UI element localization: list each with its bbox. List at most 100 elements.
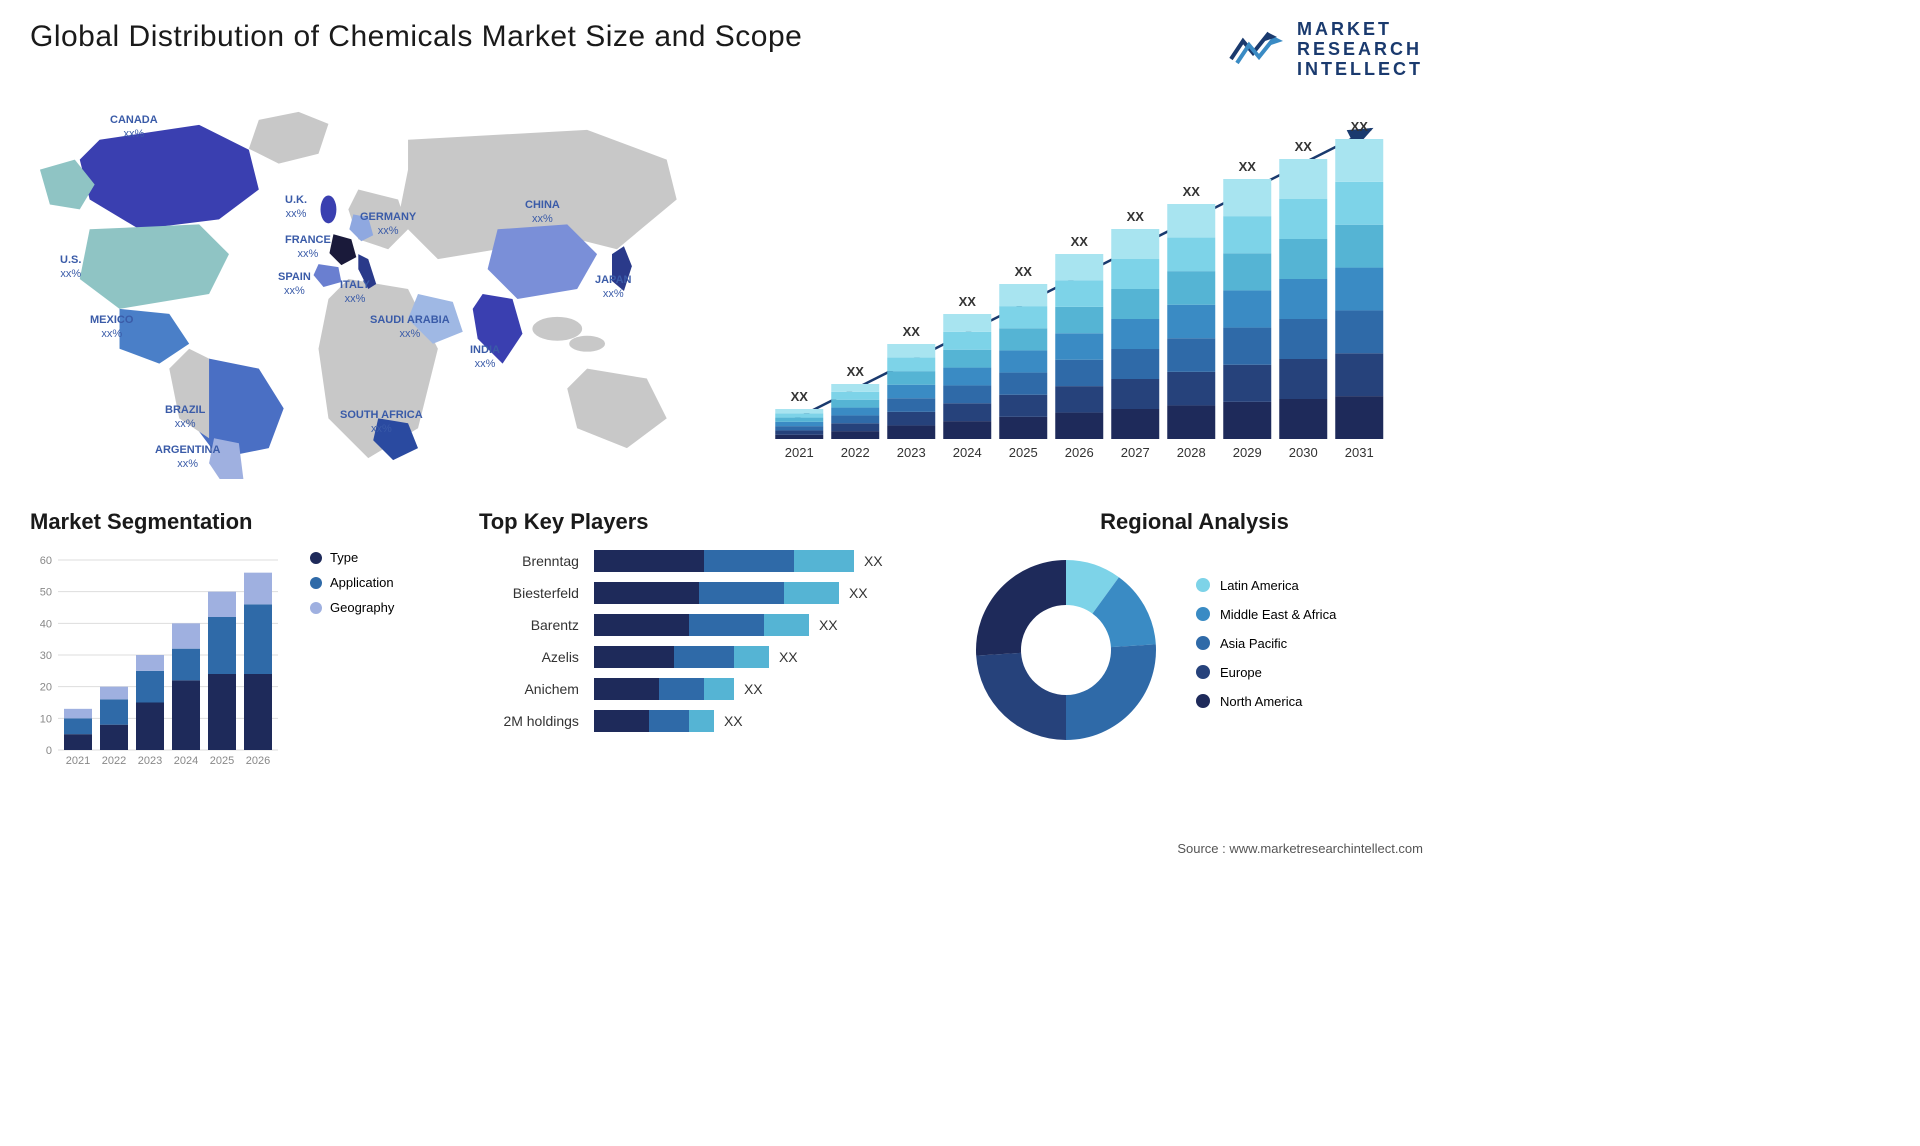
svg-text:XX: XX bbox=[902, 324, 920, 339]
player-value: XX bbox=[819, 617, 838, 633]
player-row: Barentz XX bbox=[479, 614, 936, 636]
segmentation-panel: Market Segmentation 0 10 20 30 40 50 60 2021 202… bbox=[30, 509, 449, 770]
player-name: Barentz bbox=[479, 617, 579, 633]
logo-text-1: MARKET bbox=[1297, 20, 1423, 40]
regional-legend-item: Latin America bbox=[1196, 578, 1336, 593]
map-label-us: U.S.xx% bbox=[60, 254, 81, 280]
svg-text:2022: 2022 bbox=[840, 445, 869, 460]
players-panel: Top Key Players Brenntag XXBiesterfeld X… bbox=[479, 509, 936, 770]
svg-text:2024: 2024 bbox=[952, 445, 981, 460]
svg-text:XX: XX bbox=[1182, 184, 1200, 199]
top-row: CANADAxx%U.S.xx%MEXICOxx%BRAZILxx%ARGENT… bbox=[30, 99, 1423, 479]
svg-text:2027: 2027 bbox=[1120, 445, 1149, 460]
map-label-italy: ITALYxx% bbox=[340, 279, 370, 305]
player-bar bbox=[594, 710, 714, 732]
regional-legend-item: Asia Pacific bbox=[1196, 636, 1336, 651]
player-row: Brenntag XX bbox=[479, 550, 936, 572]
map-label-mexico: MEXICOxx% bbox=[90, 314, 133, 340]
map-label-japan: JAPANxx% bbox=[595, 274, 631, 300]
svg-text:2023: 2023 bbox=[138, 755, 162, 767]
svg-text:40: 40 bbox=[40, 619, 52, 631]
logo: MARKET RESEARCH INTELLECT bbox=[1229, 20, 1423, 79]
source-text: Source : www.marketresearchintellect.com bbox=[1177, 841, 1423, 856]
logo-text-3: INTELLECT bbox=[1297, 60, 1423, 80]
map-label-germany: GERMANYxx% bbox=[360, 211, 416, 237]
player-name: 2M holdings bbox=[479, 713, 579, 729]
page-title: Global Distribution of Chemicals Market … bbox=[30, 20, 802, 54]
logo-text-2: RESEARCH bbox=[1297, 40, 1423, 60]
regional-title: Regional Analysis bbox=[966, 509, 1423, 535]
regional-donut bbox=[966, 550, 1166, 750]
player-row: Azelis XX bbox=[479, 646, 936, 668]
world-map: CANADAxx%U.S.xx%MEXICOxx%BRAZILxx%ARGENT… bbox=[30, 99, 707, 479]
regional-panel: Regional Analysis Latin America Middle Ea… bbox=[966, 509, 1423, 770]
regional-legend: Latin America Middle East & Africa Asia Pa… bbox=[1196, 578, 1336, 723]
svg-text:20: 20 bbox=[40, 682, 52, 694]
map-label-uk: U.K.xx% bbox=[285, 194, 307, 220]
svg-text:XX: XX bbox=[958, 294, 976, 309]
player-value: XX bbox=[849, 585, 868, 601]
bottom-row: Market Segmentation 0 10 20 30 40 50 60 2021 202… bbox=[30, 509, 1423, 770]
svg-text:30: 30 bbox=[40, 650, 52, 662]
map-label-spain: SPAINxx% bbox=[278, 271, 311, 297]
player-value: XX bbox=[864, 553, 883, 569]
svg-text:XX: XX bbox=[1070, 234, 1088, 249]
svg-text:2023: 2023 bbox=[896, 445, 925, 460]
player-name: Anichem bbox=[479, 681, 579, 697]
map-label-saudiarabia: SAUDI ARABIAxx% bbox=[370, 314, 450, 340]
svg-text:XX: XX bbox=[1294, 139, 1312, 154]
segmentation-chart: 0 10 20 30 40 50 60 2021 2022 2023 2024 2025 2026 bbox=[30, 550, 290, 770]
svg-text:2022: 2022 bbox=[102, 755, 126, 767]
svg-text:2024: 2024 bbox=[174, 755, 198, 767]
regional-legend-item: Europe bbox=[1196, 665, 1336, 680]
svg-text:2025: 2025 bbox=[1008, 445, 1037, 460]
map-label-canada: CANADAxx% bbox=[110, 114, 158, 140]
player-value: XX bbox=[724, 713, 743, 729]
player-row: Biesterfeld XX bbox=[479, 582, 936, 604]
svg-text:XX: XX bbox=[1238, 159, 1256, 174]
segmentation-legend: Type Application Geography bbox=[310, 550, 394, 770]
svg-text:2029: 2029 bbox=[1232, 445, 1261, 460]
player-name: Brenntag bbox=[479, 553, 579, 569]
svg-text:2026: 2026 bbox=[246, 755, 270, 767]
svg-text:0: 0 bbox=[46, 745, 52, 757]
regional-legend-item: Middle East & Africa bbox=[1196, 607, 1336, 622]
player-bar bbox=[594, 678, 734, 700]
player-bar bbox=[594, 646, 769, 668]
player-value: XX bbox=[779, 649, 798, 665]
segmentation-title: Market Segmentation bbox=[30, 509, 449, 535]
logo-icon bbox=[1229, 27, 1285, 72]
svg-text:2030: 2030 bbox=[1288, 445, 1317, 460]
svg-text:2031: 2031 bbox=[1344, 445, 1373, 460]
player-bar bbox=[594, 614, 809, 636]
map-label-brazil: BRAZILxx% bbox=[165, 404, 205, 430]
map-label-china: CHINAxx% bbox=[525, 199, 560, 225]
player-name: Biesterfeld bbox=[479, 585, 579, 601]
players-chart: Brenntag XXBiesterfeld XXBarentz XXAzeli… bbox=[479, 550, 936, 732]
seg-legend-item: Application bbox=[310, 575, 394, 590]
svg-text:10: 10 bbox=[40, 714, 52, 726]
svg-text:2026: 2026 bbox=[1064, 445, 1093, 460]
player-row: 2M holdings XX bbox=[479, 710, 936, 732]
player-bar bbox=[594, 582, 839, 604]
header: Global Distribution of Chemicals Market … bbox=[30, 20, 1423, 79]
svg-text:XX: XX bbox=[1126, 209, 1144, 224]
player-bar bbox=[594, 550, 854, 572]
growth-bar-chart: 2021 XX 2022 XX 2023 XX 2024 XX 2025 XX 2026 XX 2027… bbox=[747, 99, 1424, 479]
svg-text:2028: 2028 bbox=[1176, 445, 1205, 460]
svg-text:2021: 2021 bbox=[66, 755, 90, 767]
player-row: Anichem XX bbox=[479, 678, 936, 700]
seg-legend-item: Type bbox=[310, 550, 394, 565]
seg-legend-item: Geography bbox=[310, 600, 394, 615]
svg-text:50: 50 bbox=[40, 587, 52, 599]
players-title: Top Key Players bbox=[479, 509, 936, 535]
svg-text:XX: XX bbox=[790, 389, 808, 404]
svg-text:2021: 2021 bbox=[784, 445, 813, 460]
map-label-southafrica: SOUTH AFRICAxx% bbox=[340, 409, 423, 435]
svg-text:2025: 2025 bbox=[210, 755, 234, 767]
map-label-france: FRANCExx% bbox=[285, 234, 331, 260]
player-name: Azelis bbox=[479, 649, 579, 665]
svg-text:60: 60 bbox=[40, 555, 52, 567]
svg-text:XX: XX bbox=[1014, 264, 1032, 279]
svg-text:XX: XX bbox=[1350, 119, 1368, 134]
